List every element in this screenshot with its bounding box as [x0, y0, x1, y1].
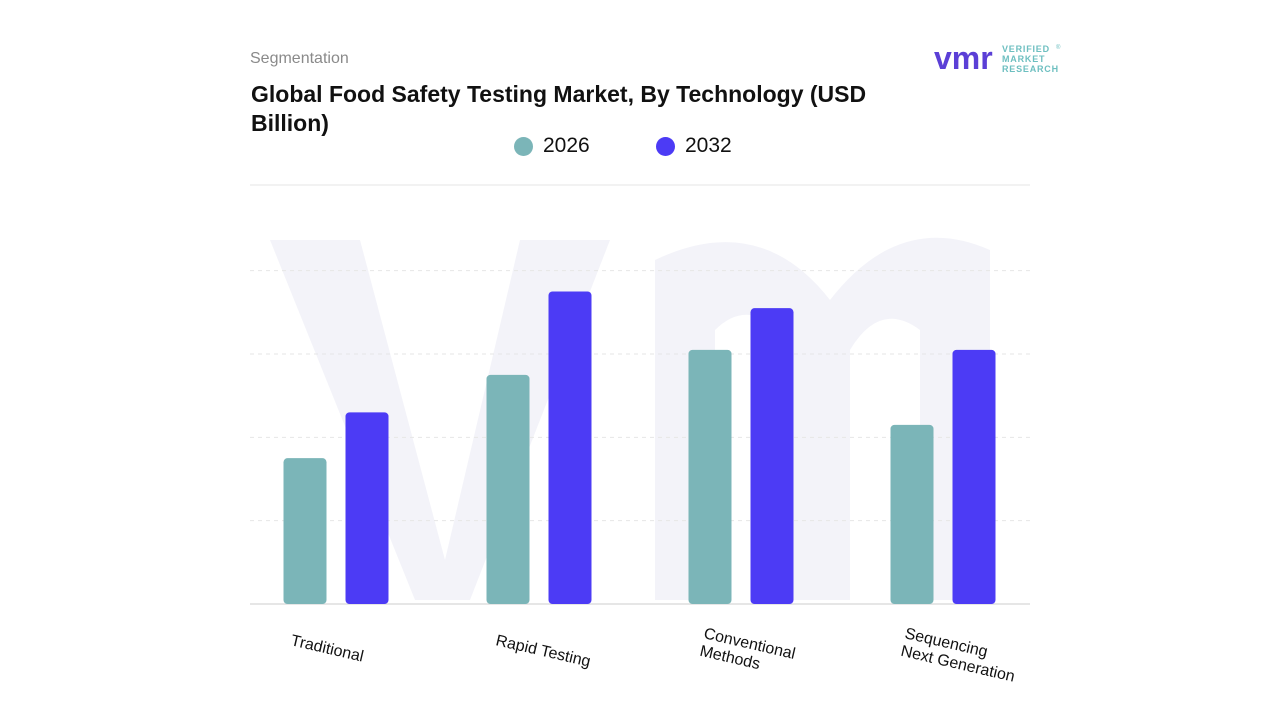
bars [283, 291, 996, 604]
chart-legend: 2026 2032 [0, 134, 1280, 164]
segmentation-label: Segmentation [250, 50, 349, 67]
x-tick-label: Traditional [289, 632, 365, 665]
legend-swatch-2032 [656, 136, 675, 156]
bar-2032-conventional-methods [750, 308, 794, 604]
logo-line-3: RESEARCH [1002, 64, 1059, 74]
x-tick-label: ConventionalMethods [698, 625, 797, 680]
x-tick-label: Rapid Testing [494, 632, 592, 670]
legend-item-2026: 2026 [514, 134, 590, 158]
bar-2032-traditional [345, 412, 389, 604]
bar-2026-traditional [283, 458, 327, 604]
x-tick-label-line: Rapid Testing [494, 632, 592, 670]
bar-2026-sequencing-next-generation [890, 424, 934, 604]
company-logo: vmr VERIFIED ® MARKET RESEARCH [934, 42, 1061, 76]
logo-line-1: VERIFIED [1002, 44, 1050, 54]
bar-2032-sequencing-next-generation [952, 349, 996, 604]
legend-item-2032: 2032 [656, 134, 732, 158]
legend-label-2026: 2026 [543, 134, 590, 157]
logo-mark: vmr [934, 42, 993, 76]
x-tick-label: SequencingNext Generation [899, 625, 1020, 685]
bar-2026-conventional-methods [688, 349, 732, 604]
x-axis-labels: Traditional Rapid Testing ConventionalMeth… [289, 625, 1020, 685]
legend-label-2032: 2032 [685, 134, 732, 157]
logo-registered: ® [1056, 44, 1061, 51]
bar-2032-rapid-testing [548, 291, 592, 604]
x-tick-label-line: Traditional [289, 632, 365, 665]
legend-swatch-2026 [514, 136, 533, 156]
logo-line-2: MARKET [1002, 54, 1045, 64]
watermark-logo [270, 237, 990, 600]
chart-title: Global Food Safety Testing Market, By Te… [251, 81, 867, 136]
bar-2026-rapid-testing [486, 374, 530, 604]
